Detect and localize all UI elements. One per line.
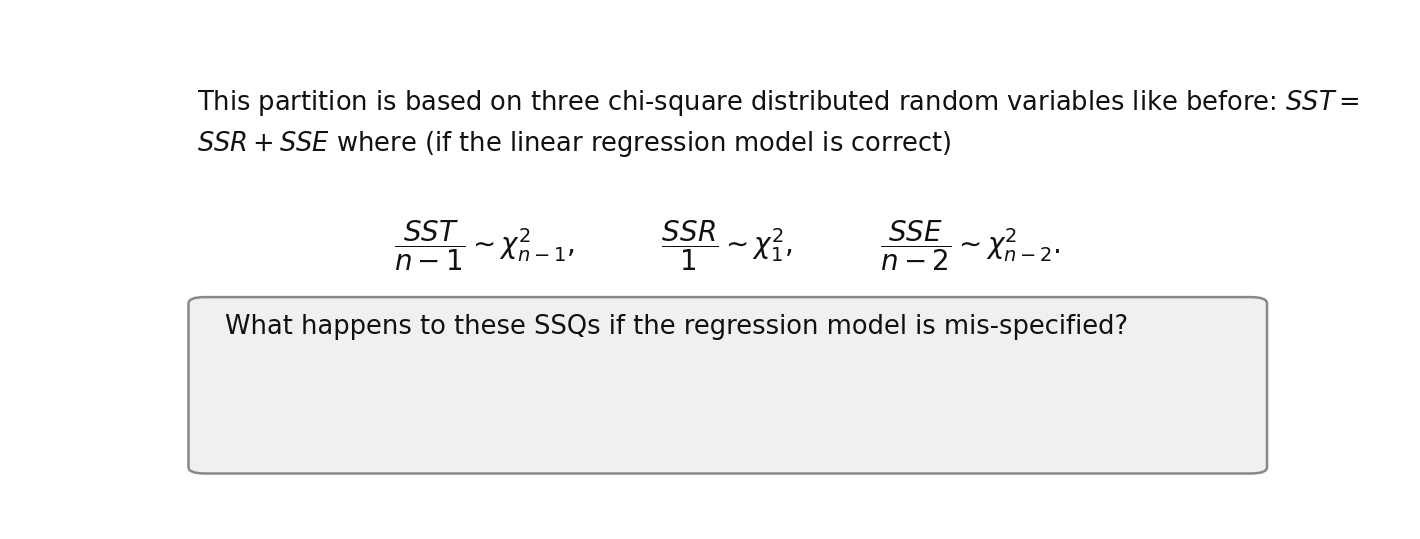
Text: $SSR + SSE$ where (if the linear regression model is correct): $SSR + SSE$ where (if the linear regress… [197,129,951,159]
Text: $\dfrac{SST}{n-1} \sim \chi^2_{n-1}, \qquad\quad \dfrac{SSR}{1} \sim \chi^2_{1},: $\dfrac{SST}{n-1} \sim \chi^2_{n-1}, \qq… [395,218,1061,273]
FancyBboxPatch shape [189,297,1267,473]
Text: This partition is based on three chi-square distributed random variables like be: This partition is based on three chi-squ… [197,87,1360,118]
Text: What happens to these SSQs if the regression model is mis-specified?: What happens to these SSQs if the regres… [224,314,1127,340]
